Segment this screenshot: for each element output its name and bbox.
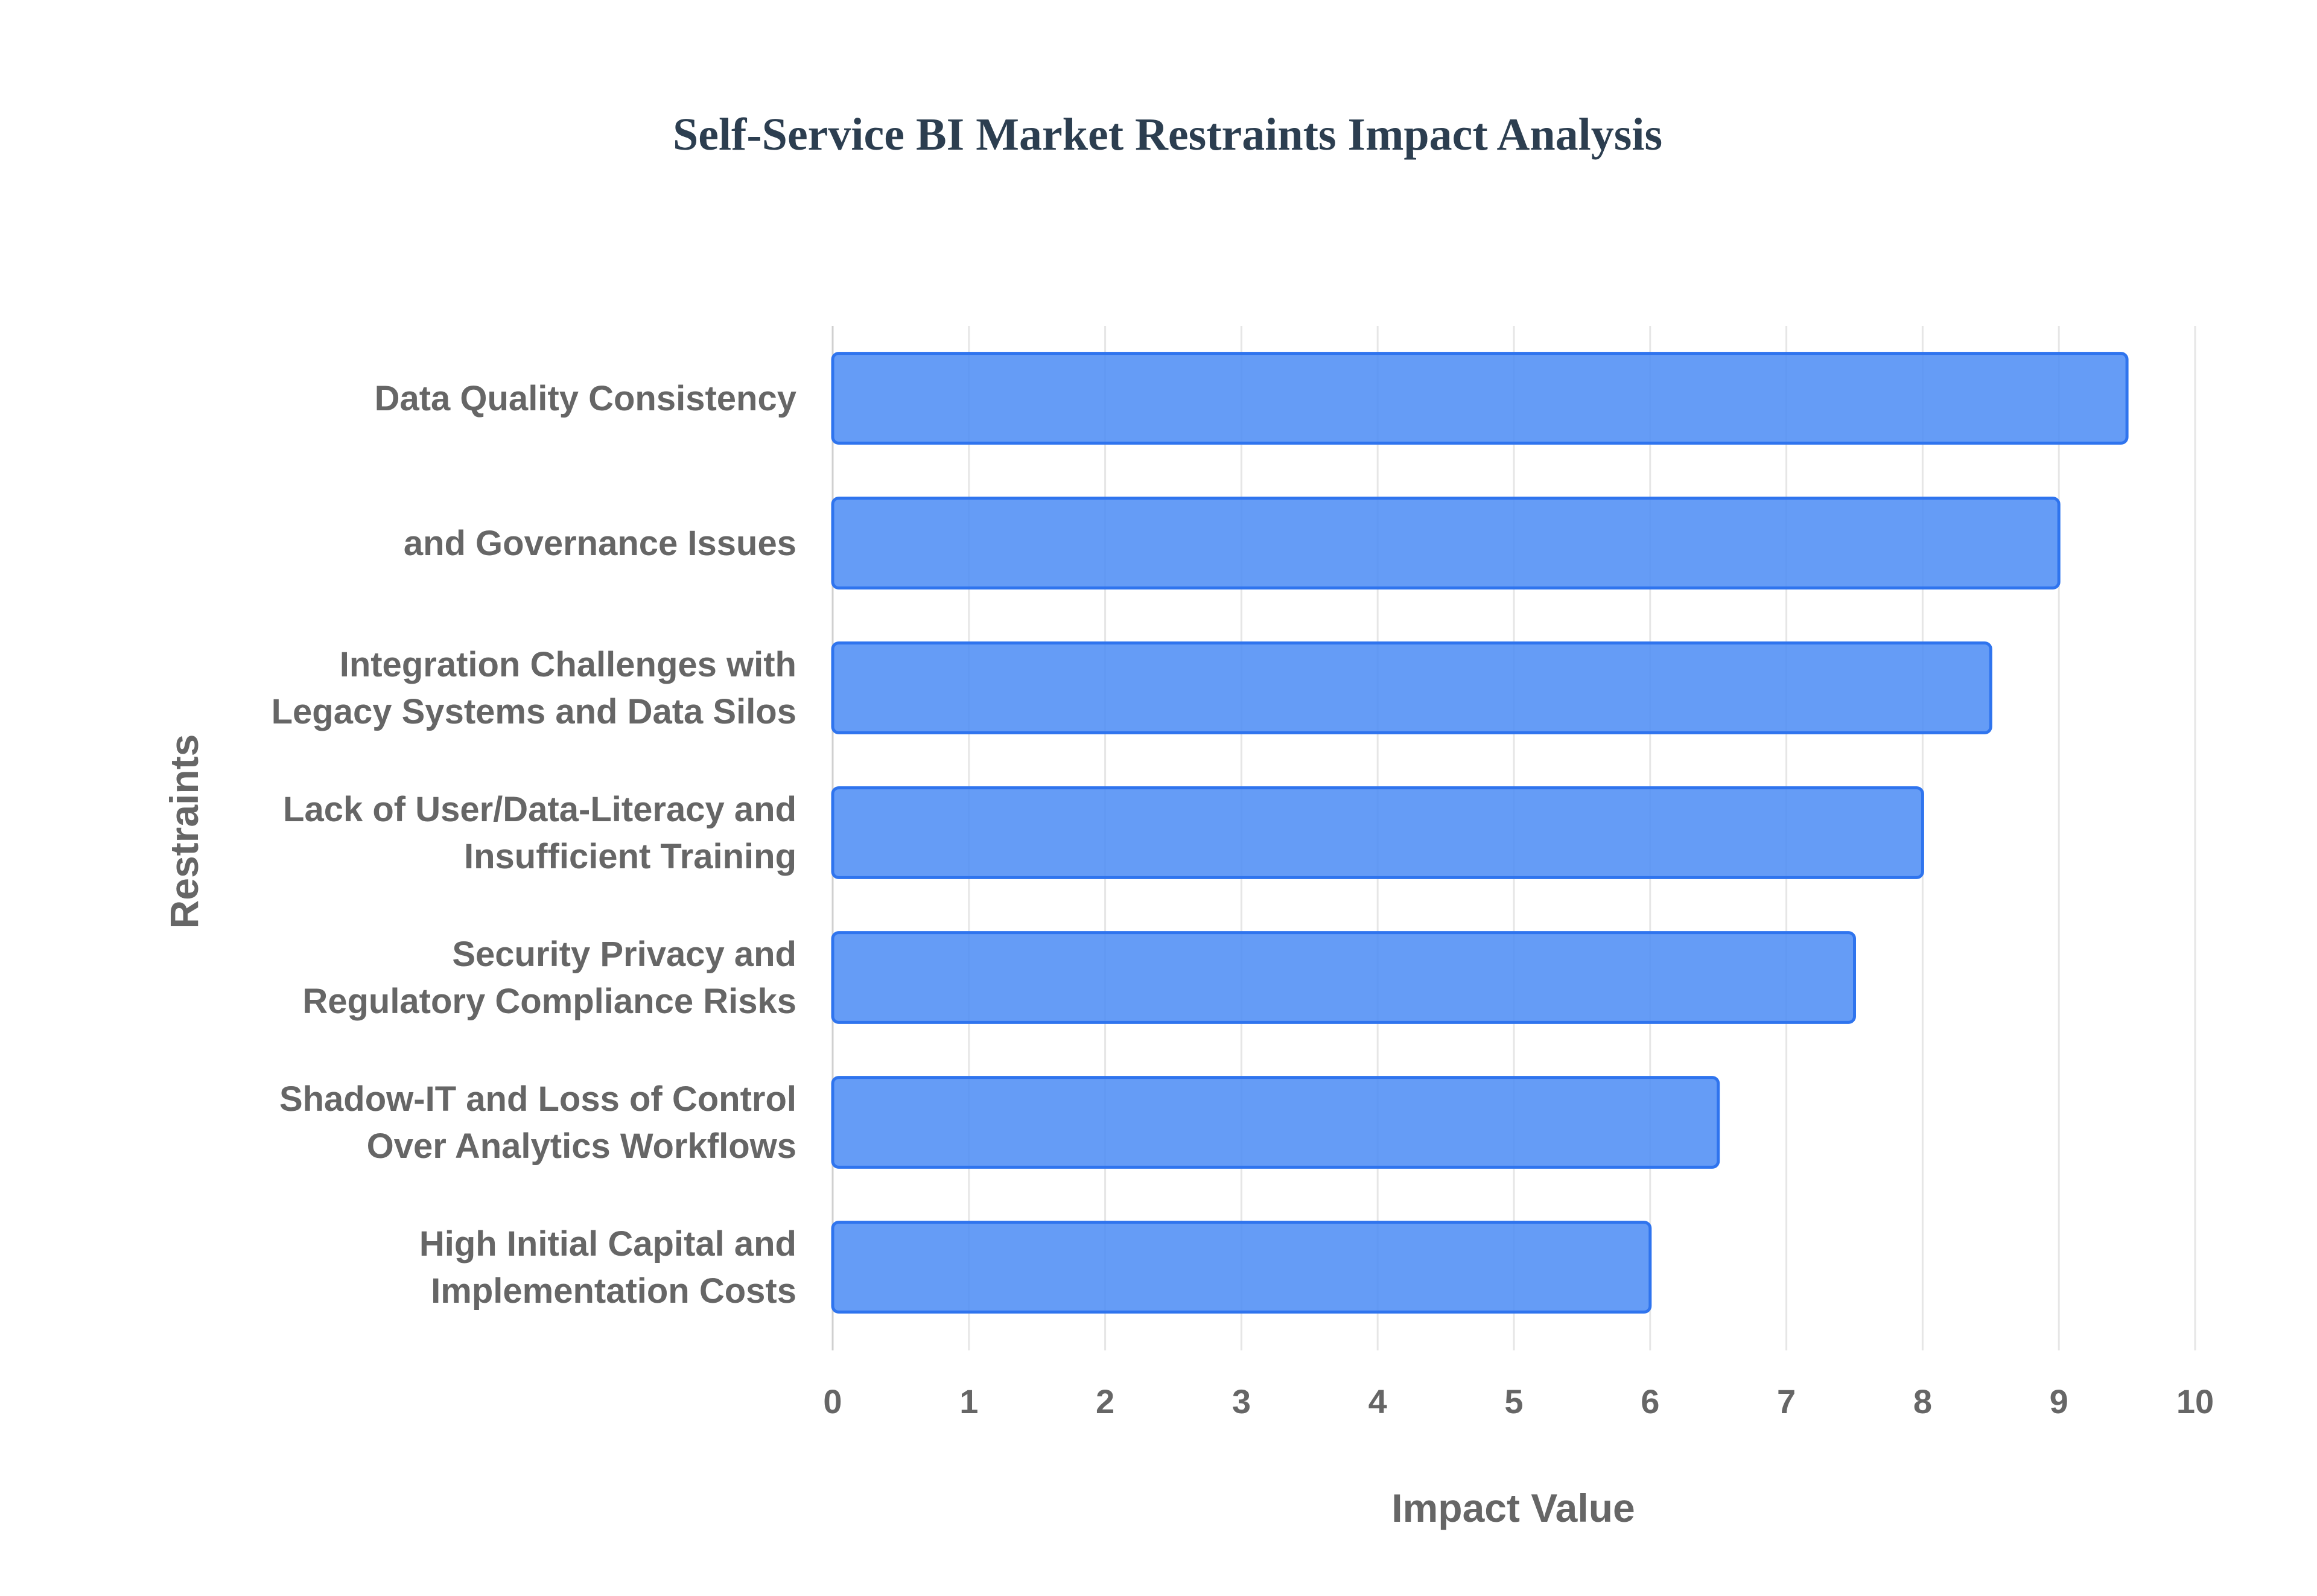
y-category-label-line: High Initial Capital and [419,1224,796,1264]
bar-0[interactable] [831,352,2129,445]
y-category-label-line: Implementation Costs [431,1271,796,1311]
y-category-labels: Data Quality Consistency and Governance I… [272,379,796,1311]
x-tick-label-2: 2 [1096,1382,1114,1420]
x-tick-label-5: 5 [1504,1382,1523,1420]
y-category-label-2: Integration Challenges with Legacy System… [272,645,796,731]
y-category-label-line: Insufficient Training [464,837,796,876]
x-tick-label-7: 7 [1777,1382,1796,1420]
y-category-label-line: Security Privacy and [452,935,796,974]
y-category-label-6: High Initial Capital and Implementation C… [419,1224,796,1311]
bar-4[interactable] [831,931,1856,1024]
y-category-label-4: Security Privacy and Regulatory Complianc… [302,935,796,1021]
x-tick-label-4: 4 [1368,1382,1387,1420]
bar-5[interactable] [831,1076,1720,1169]
y-category-label-line: Shadow-IT and Loss of Control [279,1079,796,1119]
bar-6[interactable] [831,1221,1652,1314]
x-tick-label-0: 0 [823,1382,842,1420]
bar-3[interactable] [831,786,1924,879]
x-tick-label-6: 6 [1641,1382,1659,1420]
y-axis-title: Restraints [162,734,206,929]
x-axis-title: Impact Value [1391,1486,1635,1530]
y-category-label-0: Data Quality Consistency [375,379,796,418]
bar-1[interactable] [831,497,2061,590]
bar-2[interactable] [831,641,1992,734]
y-category-label-line: Over Analytics Workflows [367,1127,796,1166]
x-tick-label-3: 3 [1232,1382,1251,1420]
x-tick-label-8: 8 [1913,1382,1932,1420]
x-tick-label-1: 1 [959,1382,978,1420]
y-category-label-3: Lack of User/Data-Literacy and Insufficie… [283,790,796,876]
y-category-label-line: Data Quality Consistency [375,379,796,418]
x-tick-label-10: 10 [2176,1382,2214,1420]
y-category-label-5: Shadow-IT and Loss of Control Over Analyt… [279,1079,796,1166]
x-tick-label-9: 9 [2050,1382,2068,1420]
chart-title: Self-Service BI Market Restraints Impact… [673,109,1662,160]
y-category-label-1: and Governance Issues [404,524,796,563]
x-tick-labels: 0 1 2 3 4 5 6 7 8 9 10 [823,1382,2214,1420]
y-category-label-line: Legacy Systems and Data Silos [272,692,796,731]
y-category-label-line: Lack of User/Data-Literacy and [283,790,796,829]
y-category-label-line: Regulatory Compliance Risks [302,982,796,1021]
bars [831,352,2129,1314]
y-category-label-line: and Governance Issues [404,524,796,563]
y-category-label-line: Integration Challenges with [340,645,796,684]
